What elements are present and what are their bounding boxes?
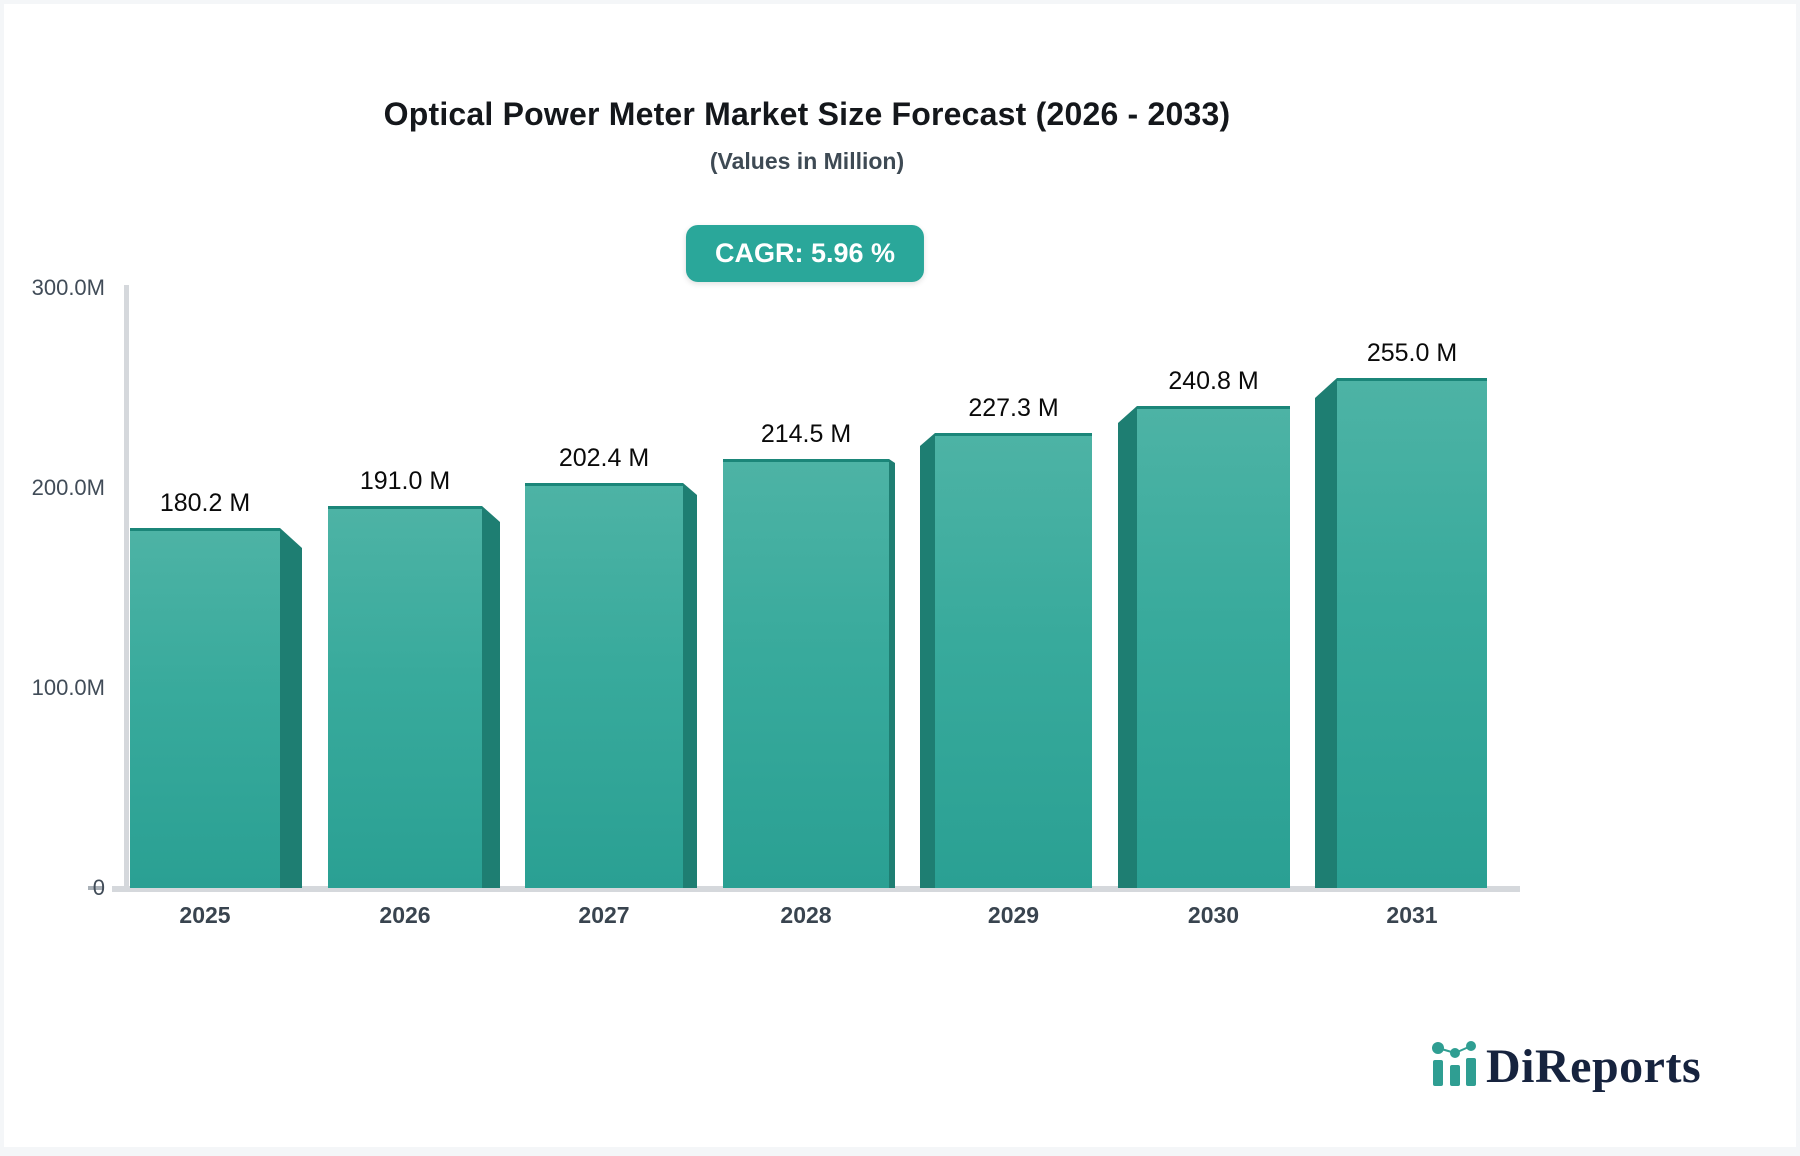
bar-side-face	[1118, 423, 1137, 888]
bar-2031	[1315, 378, 1487, 888]
bar-front-face	[525, 483, 683, 888]
y-tick-label: 0	[92, 875, 105, 900]
x-tick-label-2026: 2026	[379, 902, 431, 928]
brand-name: DiReports	[1486, 1040, 1702, 1093]
x-tick-label-2025: 2025	[179, 902, 231, 928]
bar-side-face	[683, 495, 697, 888]
bar-value-label: 227.3 M	[968, 394, 1059, 422]
bar-front-face	[935, 433, 1092, 888]
x-tick-label-2027: 2027	[578, 902, 630, 928]
bar-side-face	[889, 463, 895, 888]
bar-top-chamfer	[683, 483, 697, 495]
chart-subtitle: (Values in Million)	[709, 148, 905, 174]
bar-2028	[723, 459, 895, 888]
bar-top-chamfer	[920, 433, 935, 446]
bar-2029	[920, 433, 1092, 888]
x-tick-label-2030: 2030	[1187, 902, 1240, 928]
bar-top-chamfer	[889, 459, 895, 463]
y-axis-line	[124, 285, 129, 886]
bar-value-label: 191.0 M	[359, 467, 451, 495]
bar-side-face	[280, 548, 302, 888]
bar-2026	[328, 506, 500, 888]
bar-front-face	[723, 459, 889, 888]
bar-front-face	[1137, 406, 1290, 888]
bar-side-face	[920, 446, 935, 888]
bar-value-label: 255.0 M	[1366, 339, 1458, 367]
bar-value-label: 240.8 M	[1168, 367, 1259, 395]
bar-top-chamfer	[280, 528, 302, 548]
bar-2025	[130, 528, 302, 888]
x-tick-label-2031: 2031	[1386, 902, 1438, 928]
brand-logo: DiReports	[1430, 1038, 1701, 1091]
chart-card	[4, 4, 1796, 1147]
x-tick-label-2029: 2029	[987, 902, 1040, 928]
x-tick-label-2028: 2028	[780, 902, 832, 928]
bar-front-face	[1337, 378, 1487, 888]
y-tick-label: 300.0M	[31, 275, 105, 300]
cagr-badge: CAGR: 5.96 %	[685, 225, 925, 282]
y-axis-zero-tick	[88, 886, 104, 890]
bar-2030	[1118, 406, 1290, 888]
y-tick-label: 200.0M	[31, 475, 105, 500]
bar-front-face	[328, 506, 482, 888]
bar-top-chamfer	[1315, 378, 1337, 398]
bar-chart-logo-icon	[1430, 1038, 1480, 1091]
bar-top-chamfer	[482, 506, 500, 522]
bar-2027	[525, 483, 697, 888]
bar-side-face	[1315, 398, 1337, 888]
bar-side-face	[482, 522, 500, 888]
x-axis-line	[112, 886, 1520, 892]
bar-front-face	[130, 528, 280, 888]
bar-value-label: 202.4 M	[558, 444, 650, 472]
y-tick-label: 100.0M	[31, 675, 105, 700]
bar-value-label: 214.5 M	[760, 420, 852, 448]
bar-value-label: 180.2 M	[159, 489, 251, 517]
chart-title: Optical Power Meter Market Size Forecast…	[383, 96, 1231, 132]
bar-top-chamfer	[1118, 406, 1137, 423]
